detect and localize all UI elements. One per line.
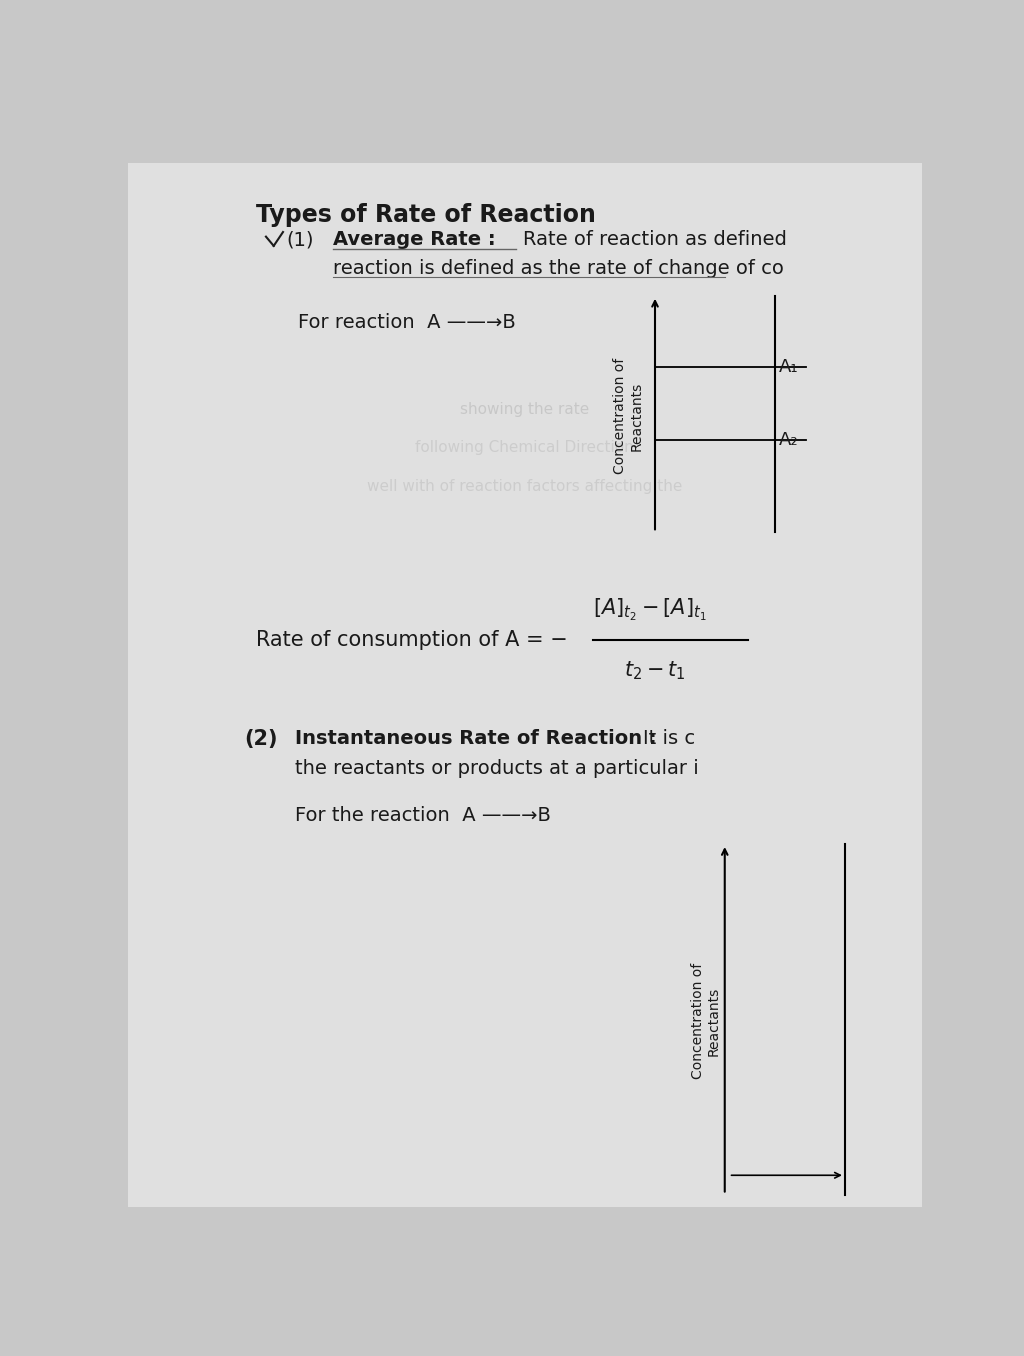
Text: Rate of consumption of A = −: Rate of consumption of A = − [256, 631, 567, 650]
Text: $[A]_{t_2} - [A]_{t_1}$: $[A]_{t_2} - [A]_{t_1}$ [593, 597, 707, 624]
Text: Concentration of
Reactants: Concentration of Reactants [690, 963, 721, 1079]
Text: A₁: A₁ [779, 358, 799, 376]
Text: Concentration of
Reactants: Concentration of Reactants [613, 358, 643, 475]
Text: well with of reaction factors affecting the: well with of reaction factors affecting … [368, 479, 682, 494]
Text: (2): (2) [245, 728, 278, 749]
Text: Instantaneous Rate of Reaction :: Instantaneous Rate of Reaction : [295, 728, 663, 747]
Text: A₂: A₂ [779, 431, 799, 449]
Text: Rate of reaction as defined: Rate of reaction as defined [523, 231, 787, 250]
Text: Average Rate :: Average Rate : [334, 231, 503, 250]
Text: $t_2 - t_1$: $t_2 - t_1$ [624, 659, 686, 682]
Text: showing the rate: showing the rate [460, 401, 590, 416]
Text: Types of Rate of Reaction: Types of Rate of Reaction [256, 203, 596, 226]
Text: following Chemical Direction: following Chemical Direction [416, 441, 634, 456]
Text: For the reaction  A ——→B: For the reaction A ——→B [295, 805, 551, 824]
Text: For reaction  A ——→B: For reaction A ——→B [299, 313, 516, 332]
Text: It is c: It is c [643, 728, 695, 747]
Text: reaction is defined as the rate of change of co: reaction is defined as the rate of chang… [334, 259, 784, 278]
Text: the reactants or products at a particular i: the reactants or products at a particula… [295, 759, 698, 778]
Text: (1): (1) [287, 231, 314, 250]
